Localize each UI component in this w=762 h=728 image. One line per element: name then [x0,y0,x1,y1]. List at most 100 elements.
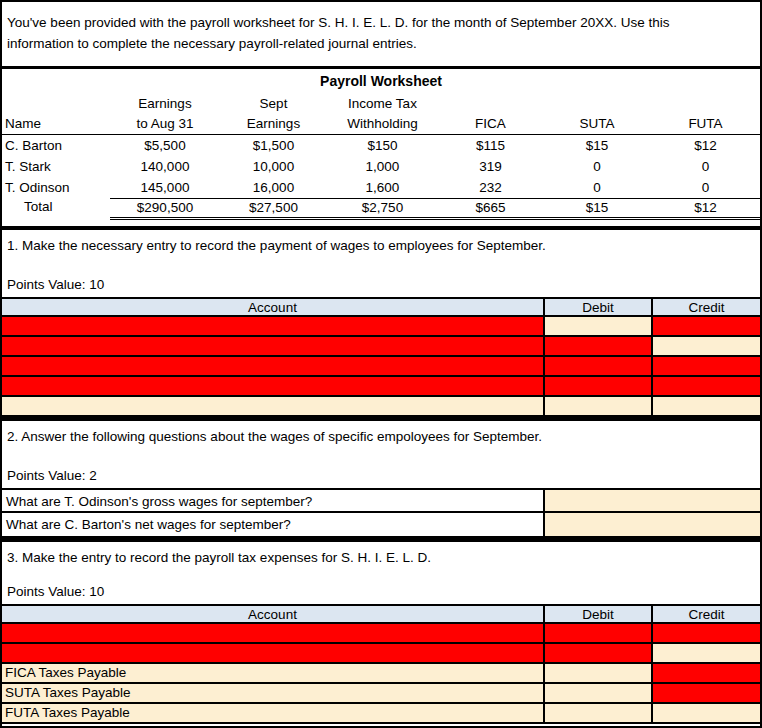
column-header-futa: FUTA [651,91,760,135]
section1-heading: 1. Make the necessary entry to record th… [7,238,755,253]
account-column-header: Account [2,297,543,317]
column-header-earnings-to-aug-31: Earningsto Aug 31 [110,91,220,135]
cell-income-tax: 1,000 [327,156,438,177]
journal-credit-cell[interactable] [651,624,760,644]
cell-income-tax: $150 [327,135,438,156]
column-header-suta: SUTA [543,91,651,135]
journal-credit-cell[interactable] [651,664,760,684]
worksheet-row-odinson: T. Odinson 145,000 16,000 1,600 232 0 0 [2,177,760,198]
journal-debit-cell[interactable] [543,644,651,664]
cell-earnings-to-aug: $5,500 [110,135,220,156]
credit-column-header: Credit [651,297,760,317]
instructions-text: You've been provided with the payroll wo… [2,2,714,66]
answer-cell[interactable] [543,513,760,538]
section2-text: 2. Answer the following questions about … [2,421,760,488]
journal3-header-row: Account Debit Credit [2,604,760,624]
cell-suta: $15 [543,135,651,156]
credit-column-header: Credit [651,604,760,624]
journal-debit-cell[interactable] [543,704,651,724]
question-row: What are T. Odinson's gross wages for se… [2,488,760,513]
total-fica: $665 [438,198,543,220]
employee-name: T. Stark [2,156,110,177]
employee-name: C. Barton [2,135,110,156]
total-label: Total [2,198,110,220]
question-text: What are C. Barton's net wages for septe… [2,513,543,538]
cell-earnings-to-aug: 145,000 [110,177,220,198]
journal-account-cell[interactable] [2,644,543,664]
journal3-row-suta: SUTA Taxes Payable [2,684,760,704]
debit-column-header: Debit [543,297,651,317]
total-earnings-to-aug: $290,500 [110,198,220,220]
journal-debit-cell[interactable] [543,397,651,417]
journal-credit-cell[interactable] [651,644,760,664]
cell-earnings-to-aug: 140,000 [110,156,220,177]
journal-account-cell[interactable] [2,317,543,337]
journal-credit-cell[interactable] [651,337,760,357]
cell-suta: 0 [543,177,651,198]
section3-points-value: Points Value: 10 [7,584,755,599]
journal-credit-cell[interactable] [651,684,760,704]
journal1-row [2,317,760,337]
cell-income-tax: 1,600 [327,177,438,198]
payroll-worksheet: Payroll Worksheet Name Earningsto Aug 31… [2,69,760,226]
journal-credit-cell[interactable] [651,357,760,377]
journal-account-cell[interactable] [2,397,543,417]
journal-account-cell[interactable] [2,624,543,644]
column-header-name: Name [2,91,110,135]
total-suta: $15 [543,198,651,220]
payroll-spreadsheet: You've been provided with the payroll wo… [0,0,762,728]
cell-futa: $12 [651,135,760,156]
column-header-sept-earnings: SeptEarnings [220,91,327,135]
cell-sept-earnings: 16,000 [220,177,327,198]
journal-credit-cell[interactable] [651,317,760,337]
account-column-header: Account [2,604,543,624]
journal3-row [2,624,760,644]
section3-text: 3. Make the entry to record the payroll … [2,542,760,604]
worksheet-title: Payroll Worksheet [2,69,760,91]
journal-account-cell[interactable]: SUTA Taxes Payable [2,684,543,704]
section1-points-value: Points Value: 10 [7,277,755,292]
journal-account-cell[interactable]: FICA Taxes Payable [2,664,543,684]
journal-account-cell[interactable] [2,337,543,357]
section2-points-value: Points Value: 2 [7,468,755,483]
journal1-row [2,397,760,417]
cell-sept-earnings: 10,000 [220,156,327,177]
journal1-row [2,337,760,357]
journal3-row [2,644,760,664]
journal-account-cell[interactable]: FUTA Taxes Payable [2,704,543,724]
cell-fica: 319 [438,156,543,177]
journal-debit-cell[interactable] [543,664,651,684]
column-header-fica: FICA [438,91,543,135]
worksheet-total-row: Total $290,500 $27,500 $2,750 $665 $15 $… [2,198,760,220]
total-income-tax: $2,750 [327,198,438,220]
journal3-row-fica: FICA Taxes Payable [2,664,760,684]
journal-debit-cell[interactable] [543,684,651,704]
journal1-row [2,357,760,377]
journal-credit-cell[interactable] [651,397,760,417]
journal1-header-row: Account Debit Credit [2,297,760,317]
journal-debit-cell[interactable] [543,377,651,397]
journal-account-cell[interactable] [2,357,543,377]
worksheet-row-stark: T. Stark 140,000 10,000 1,000 319 0 0 [2,156,760,177]
section1-text: 1. Make the necessary entry to record th… [2,230,760,297]
answer-cell[interactable] [543,488,760,513]
total-sept-earnings: $27,500 [220,198,327,220]
worksheet-row-barton: C. Barton $5,500 $1,500 $150 $115 $15 $1… [2,135,760,156]
section3-heading: 3. Make the entry to record the payroll … [7,550,755,565]
column-header-income-tax-withholding: Income TaxWithholding [327,91,438,135]
worksheet-header-row: Name Earningsto Aug 31 SeptEarnings Inco… [2,91,760,135]
journal-credit-cell[interactable] [651,704,760,724]
journal-debit-cell[interactable] [543,624,651,644]
cell-futa: 0 [651,177,760,198]
question-text: What are T. Odinson's gross wages for se… [2,488,543,513]
journal3-row-futa: FUTA Taxes Payable [2,704,760,724]
cell-futa: 0 [651,156,760,177]
journal-debit-cell[interactable] [543,317,651,337]
debit-column-header: Debit [543,604,651,624]
question-row: What are C. Barton's net wages for septe… [2,513,760,538]
journal-debit-cell[interactable] [543,337,651,357]
journal-debit-cell[interactable] [543,357,651,377]
cell-fica: $115 [438,135,543,156]
journal-account-cell[interactable] [2,377,543,397]
journal-credit-cell[interactable] [651,377,760,397]
